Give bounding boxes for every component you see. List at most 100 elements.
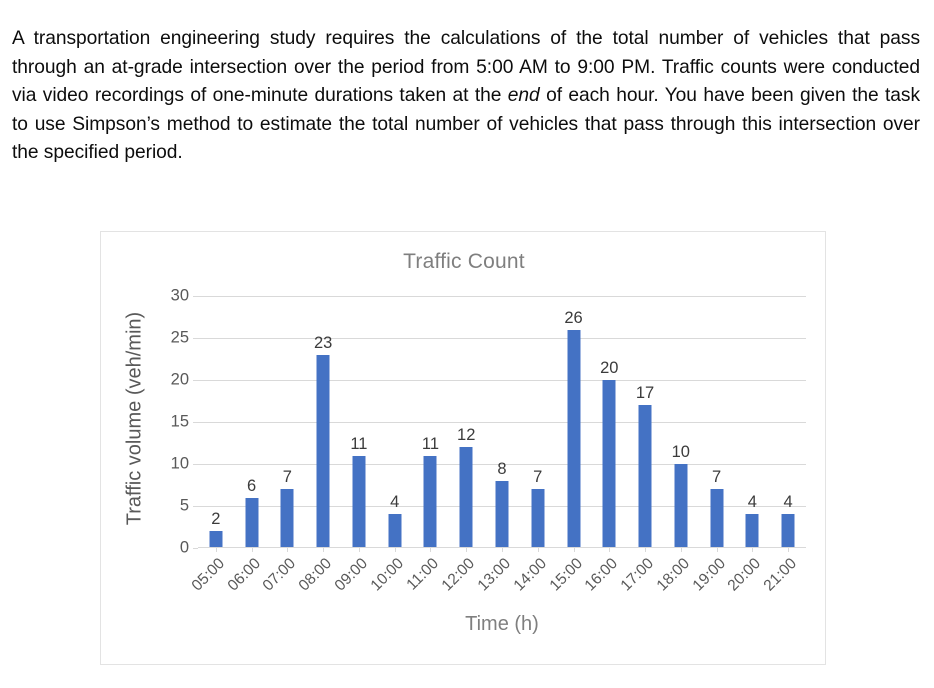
bar[interactable] — [531, 489, 545, 548]
chart-title: Traffic Count — [403, 250, 525, 273]
x-axis-tick-mark — [358, 548, 360, 552]
bar-column[interactable]: 20 16:00 — [582, 296, 627, 594]
x-axis-tick-mark — [752, 548, 754, 552]
bar-data-label: 10 — [671, 443, 690, 461]
x-axis-tick-label-text: 21:00 — [760, 555, 801, 595]
bar[interactable] — [316, 354, 330, 548]
bar[interactable] — [280, 489, 294, 548]
gridline — [198, 422, 806, 423]
bar-data-label: 7 — [282, 468, 292, 487]
bar-data-label: 11 — [350, 434, 368, 453]
bar-column[interactable]: 2 05:00 — [188, 296, 234, 594]
x-axis-tick-label-text: 06:00 — [224, 555, 264, 595]
x-axis-tick-label-text: 11:00 — [403, 555, 443, 594]
x-axis-tick-mark — [394, 548, 396, 552]
problem-text-part-1: A transportation engineering study requi… — [12, 28, 920, 107]
bar-column[interactable]: 4 20:00 — [725, 296, 770, 594]
plot-area: 0 5 10 15 20 25 30 2 05:00 6 06:00 7 07:00 23 08:00 11… — [171, 287, 806, 595]
x-axis-tick-label-text: 17:00 — [617, 555, 658, 595]
bar-column[interactable]: 7 19:00 — [689, 296, 735, 594]
y-axis-tick-label: 20 — [170, 370, 189, 389]
gridline — [198, 296, 806, 297]
x-axis-tick-label-text: 10:00 — [367, 555, 407, 595]
bar[interactable] — [638, 405, 652, 548]
bar-data-label: 7 — [711, 468, 722, 487]
bar[interactable] — [459, 447, 473, 548]
x-axis-tick-label-text: 09:00 — [331, 555, 371, 595]
bar-data-label: 8 — [497, 459, 507, 478]
bar[interactable] — [781, 514, 795, 548]
bar[interactable] — [674, 464, 688, 548]
bar-column[interactable]: 11 09:00 — [331, 296, 377, 595]
y-axis-tick-label: 15 — [170, 412, 189, 431]
y-axis-tick-mark — [193, 422, 198, 423]
y-axis-tick-mark — [193, 548, 198, 549]
bar[interactable] — [602, 380, 616, 548]
bar-column[interactable]: 23 08:00 — [296, 296, 341, 595]
x-axis-tick-mark — [573, 548, 575, 552]
y-axis-tick-mark — [193, 464, 198, 465]
bar-data-label: 6 — [247, 476, 257, 495]
y-axis-tick-label: 5 — [179, 496, 189, 515]
y-axis-tick-mark — [193, 506, 198, 507]
bar-column[interactable]: 10 18:00 — [653, 296, 699, 594]
problem-statement: A transportation engineering study requi… — [12, 25, 920, 168]
x-axis-tick-label-text: 18:00 — [653, 555, 693, 595]
x-axis-tick-label-text: 20:00 — [724, 555, 765, 595]
bar-column[interactable]: 17 17:00 — [618, 296, 663, 594]
bar-column[interactable]: 12 12:00 — [439, 296, 484, 594]
x-axis-title: Time (h) — [465, 613, 539, 635]
gridline — [198, 380, 806, 381]
bar[interactable] — [710, 489, 724, 548]
x-axis-tick-label-text: 08:00 — [295, 555, 336, 595]
bar[interactable] — [745, 514, 759, 548]
bar-column[interactable]: 11 11:00 — [404, 296, 449, 594]
x-axis-tick-mark — [466, 548, 468, 552]
bar-column[interactable]: 4 21:00 — [761, 296, 806, 594]
bar-column[interactable]: 8 13:00 — [475, 296, 520, 595]
bar-column[interactable]: 4 10:00 — [367, 296, 413, 594]
x-axis-tick-label-text: 05:00 — [188, 555, 228, 595]
y-axis-title: Traffic volume (veh/min) — [123, 311, 146, 526]
y-axis-tick-mark — [193, 380, 198, 381]
x-axis-tick-mark — [215, 548, 217, 552]
bar-data-label: 4 — [390, 493, 400, 512]
problem-emphasis-word: end — [507, 85, 540, 107]
bar-data-label: 2 — [211, 510, 221, 529]
bar-column[interactable]: 7 14:00 — [510, 296, 556, 594]
x-axis-tick-label-text: 16:00 — [581, 555, 622, 595]
bar-data-label: 7 — [533, 468, 543, 487]
y-axis-tick-mark — [193, 296, 198, 297]
bar-data-label: 17 — [635, 384, 655, 403]
bar-column[interactable]: 26 15:00 — [546, 296, 592, 595]
gridline — [198, 338, 806, 339]
problem-text-part-2: of each hour. You have been given the ta… — [12, 85, 920, 164]
x-axis-tick-mark — [251, 548, 253, 552]
x-axis-line — [198, 547, 806, 548]
x-axis-tick-mark — [645, 548, 647, 552]
x-axis-tick-mark — [537, 548, 539, 552]
x-axis-tick-mark — [680, 548, 682, 552]
y-axis-tick-label: 10 — [170, 454, 189, 473]
x-axis-tick-label-text: 12:00 — [438, 555, 479, 595]
bar-column[interactable]: 6 06:00 — [224, 296, 270, 595]
y-axis-tick-label: 0 — [179, 538, 189, 557]
x-axis-tick-mark — [788, 548, 790, 552]
x-axis-tick-label-text: 15:00 — [546, 555, 586, 595]
x-axis-tick-label-text: 07:00 — [259, 555, 300, 595]
x-axis-tick-label-text: 14:00 — [510, 555, 550, 595]
x-axis-tick-mark — [430, 548, 432, 552]
bar[interactable] — [209, 531, 223, 548]
bar[interactable] — [423, 455, 437, 548]
y-axis-tick-mark — [193, 338, 198, 339]
bar[interactable] — [567, 329, 581, 548]
x-axis-tick-mark — [501, 548, 503, 552]
bar-column[interactable]: 7 07:00 — [260, 296, 306, 594]
x-axis-tick-mark — [287, 548, 289, 552]
bar[interactable] — [352, 455, 366, 548]
bar[interactable] — [388, 514, 402, 548]
bar-data-label: 12 — [457, 426, 476, 445]
bar[interactable] — [495, 480, 509, 548]
bar[interactable] — [245, 497, 259, 548]
bar-data-label: 23 — [313, 333, 333, 352]
